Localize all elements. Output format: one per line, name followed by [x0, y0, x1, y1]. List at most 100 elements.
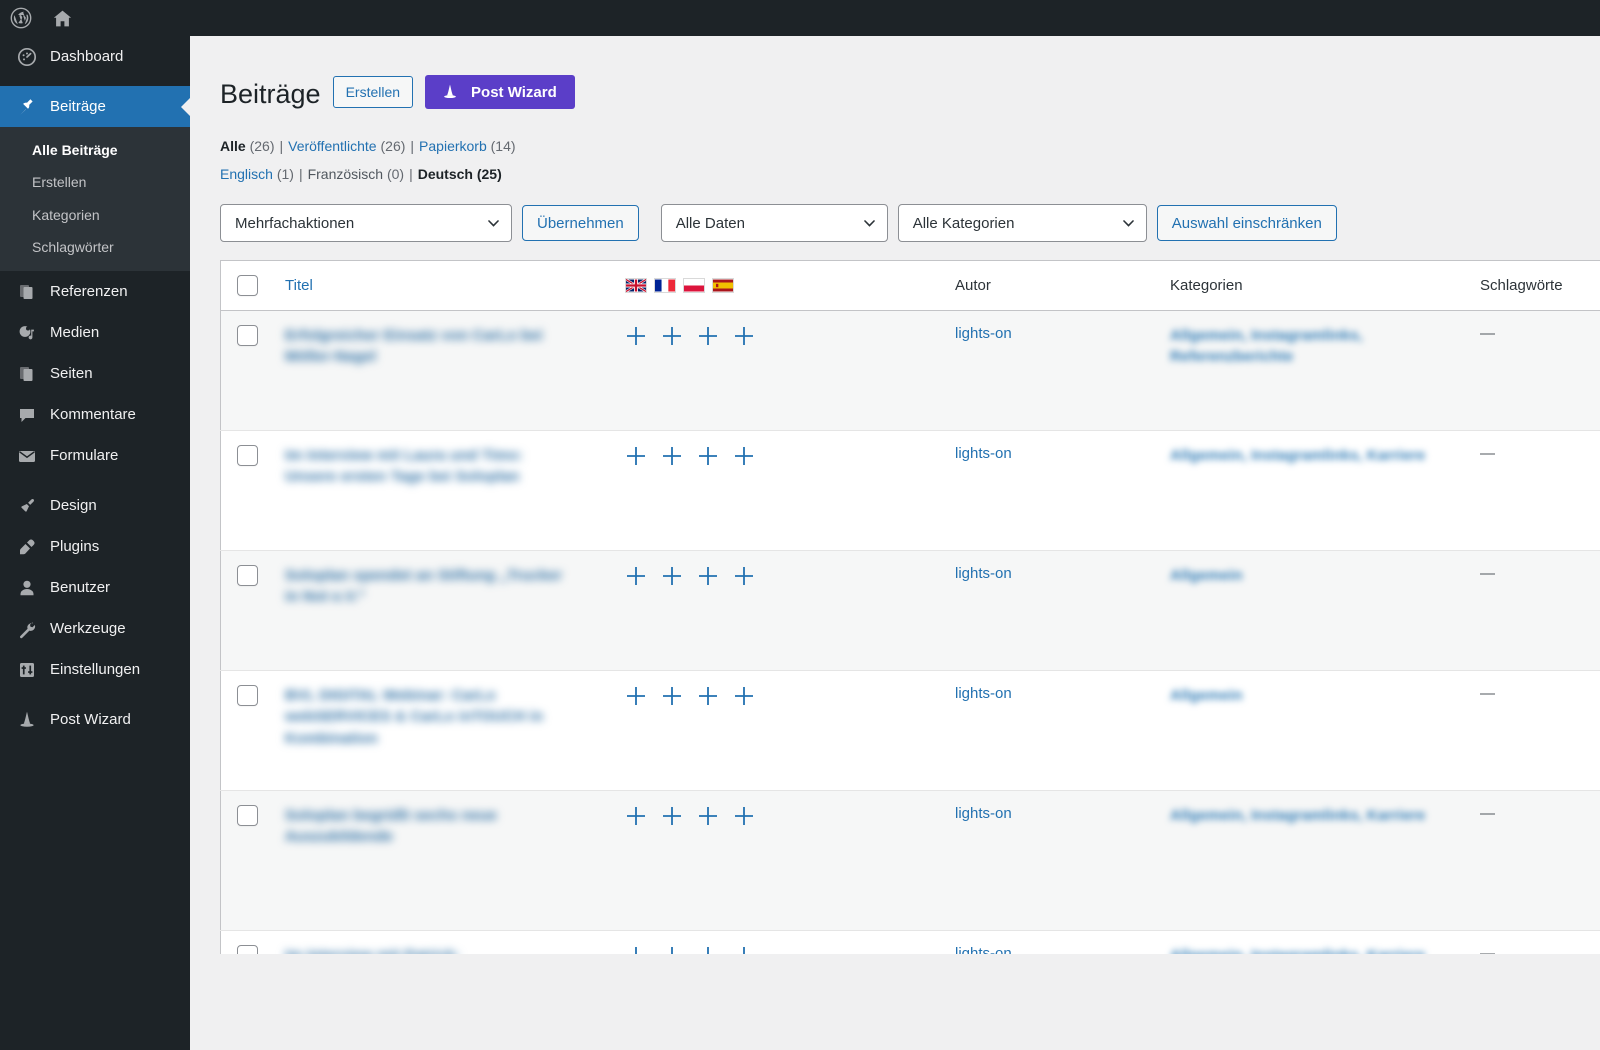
post-title-line2[interactable]: Unsere ersten Tage bei Soloplan: [285, 468, 520, 486]
sidebar-item-erstellen[interactable]: Erstellen: [32, 174, 87, 191]
status-filter-link[interactable]: Alle: [220, 138, 246, 155]
select-all-checkbox[interactable]: [237, 275, 258, 297]
sidebar-item-referenzen[interactable]: Referenzen: [0, 271, 190, 312]
sidebar-item-kommentare[interactable]: Kommentare: [0, 394, 190, 435]
sidebar-item-dashboard[interactable]: Dashboard: [0, 36, 190, 77]
post-title-line2[interactable]: Möller-Nagel: [285, 348, 377, 366]
column-header-title-link[interactable]: Titel: [285, 277, 313, 295]
site-home-button[interactable]: [42, 0, 83, 36]
row-title-cell[interactable]: Im Interview mit Laura und Timo: Unsere …: [285, 430, 625, 551]
add-translation-es-icon[interactable]: [733, 805, 755, 827]
row-checkbox[interactable]: [237, 805, 258, 827]
language-filter-link[interactable]: Französisch: [307, 166, 384, 183]
add-translation-fr-icon[interactable]: [661, 325, 683, 347]
post-author[interactable]: lights-on: [955, 805, 1012, 823]
post-categories[interactable]: Allgemein: [1170, 687, 1243, 705]
table-row[interactable]: Erfolgreicher Einsatz von CarLo bei Möll…: [220, 310, 1600, 431]
row-title-cell[interactable]: Erfolgreicher Einsatz von CarLo bei Möll…: [285, 310, 625, 431]
row-title-cell[interactable]: Soloplan spendet an Stiftung „Trucker in…: [285, 550, 625, 671]
add-translation-en-icon[interactable]: [625, 685, 647, 707]
row-categories-cell[interactable]: Allgemein, Instagramlinks, Karriere: [1170, 930, 1480, 955]
language-filter-deutsch[interactable]: Deutsch (25): [418, 166, 502, 182]
language-filter-link[interactable]: Englisch: [220, 166, 273, 183]
filter-submit-button[interactable]: Auswahl einschränken: [1156, 205, 1337, 242]
row-checkbox[interactable]: [237, 945, 258, 955]
add-translation-es-icon[interactable]: [733, 945, 755, 955]
post-title-line2[interactable]: Auszubildende: [285, 828, 393, 846]
site-name[interactable]: [83, 0, 95, 36]
status-filter-veroeffentlichte[interactable]: Veröffentlichte (26) |: [288, 138, 419, 154]
column-header-title[interactable]: Titel: [285, 260, 625, 312]
sidebar-item-medien[interactable]: Medien: [0, 312, 190, 353]
add-translation-en-icon[interactable]: [625, 805, 647, 827]
sidebar-item-alle-beitraege[interactable]: Alle Beiträge: [32, 142, 118, 158]
post-title[interactable]: Im Interview mit Laura und Timo:: [285, 447, 523, 465]
sidebar-item-einstellungen[interactable]: Einstellungen: [0, 649, 190, 690]
sidebar-item-werkzeuge[interactable]: Werkzeuge: [0, 608, 190, 649]
categories-filter-select[interactable]: Alle Kategorien: [897, 204, 1147, 243]
apply-bulk-action-button[interactable]: Übernehmen: [522, 205, 639, 242]
add-translation-fr-icon[interactable]: [661, 565, 683, 587]
post-title-line3[interactable]: Kombination: [285, 729, 378, 747]
bulk-actions-select[interactable]: Mehrfachaktionen: [220, 204, 512, 243]
sidebar-item-plugins[interactable]: Plugins: [0, 526, 190, 567]
row-checkbox[interactable]: [237, 685, 258, 707]
add-translation-pl-icon[interactable]: [697, 325, 719, 347]
add-translation-en-icon[interactable]: [625, 325, 647, 347]
table-row[interactable]: Soloplan spendet an Stiftung „Trucker in…: [220, 550, 1600, 671]
add-translation-pl-icon[interactable]: [697, 945, 719, 955]
post-title[interactable]: Soloplan begrüßt sechs neue: [285, 807, 497, 825]
table-row[interactable]: Soloplan begrüßt sechs neue Auszubildend…: [220, 790, 1600, 931]
add-translation-en-icon[interactable]: [625, 565, 647, 587]
row-author-cell[interactable]: lights-on: [955, 430, 1170, 551]
add-translation-pl-icon[interactable]: [697, 805, 719, 827]
row-author-cell[interactable]: lights-on: [955, 550, 1170, 671]
add-translation-es-icon[interactable]: [733, 565, 755, 587]
dates-filter-select[interactable]: Alle Daten: [660, 204, 888, 243]
add-translation-fr-icon[interactable]: [661, 805, 683, 827]
post-categories[interactable]: Allgemein: [1170, 567, 1243, 585]
row-checkbox[interactable]: [237, 445, 258, 467]
sidebar-item-kategorien[interactable]: Kategorien: [32, 206, 100, 223]
post-title-line2[interactable]: webSERVICES & CarLo inTOUCH in: [285, 708, 544, 726]
post-title-line2[interactable]: in Not e.V.": [285, 588, 366, 606]
row-categories-cell[interactable]: Allgemein: [1170, 550, 1480, 671]
post-author[interactable]: lights-on: [955, 445, 1012, 463]
language-filter-link[interactable]: Deutsch: [417, 166, 473, 183]
post-categories[interactable]: Allgemein, Instagramlinks, Karriere: [1170, 945, 1480, 954]
row-categories-cell[interactable]: Allgemein, Instagramlinks, Karriere: [1170, 430, 1480, 551]
status-filter-alle[interactable]: Alle (26) |: [220, 138, 288, 154]
add-translation-en-icon[interactable]: [625, 945, 647, 955]
row-checkbox[interactable]: [237, 325, 258, 347]
status-filter-link[interactable]: Papierkorb: [419, 138, 487, 155]
language-filter-englisch[interactable]: Englisch (1) |: [220, 166, 308, 182]
language-filter-franzoesisch[interactable]: Französisch (0) |: [308, 166, 418, 182]
post-title[interactable]: Im Interview mit Patrick:: [285, 945, 625, 954]
add-translation-fr-icon[interactable]: [661, 945, 683, 955]
add-translation-pl-icon[interactable]: [697, 565, 719, 587]
sidebar-item-formulare[interactable]: Formulare: [0, 435, 190, 476]
row-author-cell[interactable]: lights-on: [955, 790, 1170, 931]
row-author-cell[interactable]: lights-on: [955, 670, 1170, 791]
add-translation-es-icon[interactable]: [733, 445, 755, 467]
row-checkbox[interactable]: [237, 565, 258, 587]
row-categories-cell[interactable]: Allgemein: [1170, 670, 1480, 791]
table-row[interactable]: Im Interview mit Laura und Timo: Unsere …: [220, 430, 1600, 551]
table-row[interactable]: BVL DIGITAL Webinar: CarLo webSERVICES &…: [220, 670, 1600, 791]
row-author-cell[interactable]: lights-on: [955, 310, 1170, 431]
post-title[interactable]: Erfolgreicher Einsatz von CarLo bei: [285, 327, 543, 345]
add-translation-es-icon[interactable]: [733, 685, 755, 707]
row-title-cell[interactable]: BVL DIGITAL Webinar: CarLo webSERVICES &…: [285, 670, 625, 791]
add-translation-en-icon[interactable]: [625, 445, 647, 467]
add-translation-pl-icon[interactable]: [697, 685, 719, 707]
post-categories[interactable]: Allgemein, Instagramlinks, Referenzberic…: [1170, 327, 1363, 366]
add-translation-pl-icon[interactable]: [697, 445, 719, 467]
sidebar-item-design[interactable]: Design: [0, 485, 190, 526]
post-categories[interactable]: Allgemein, Instagramlinks, Karriere: [1170, 807, 1426, 825]
post-author[interactable]: lights-on: [955, 945, 1012, 955]
status-filter-link[interactable]: Veröffentlichte: [288, 138, 377, 155]
row-title-cell[interactable]: Im Interview mit Patrick: Berufsbegleite…: [285, 930, 625, 955]
row-categories-cell[interactable]: Allgemein, Instagramlinks, Referenzberic…: [1170, 310, 1480, 431]
add-translation-fr-icon[interactable]: [661, 685, 683, 707]
sidebar-item-seiten[interactable]: Seiten: [0, 353, 190, 394]
